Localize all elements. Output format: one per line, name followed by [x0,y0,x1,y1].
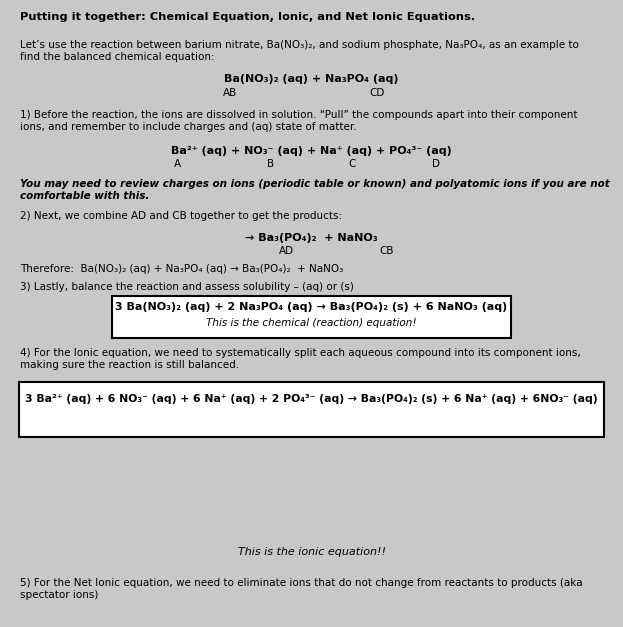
Text: 4) For the Ionic equation, we need to systematically split each aqueous compound: 4) For the Ionic equation, we need to sy… [20,348,581,369]
Text: D: D [432,159,440,169]
Text: Putting it together: Chemical Equation, Ionic, and Net Ionic Equations.: Putting it together: Chemical Equation, … [20,12,475,22]
Text: Therefore:  Ba(NO₃)₂ (aq) + Na₃PO₄ (aq) → Ba₃(PO₄)₂  + NaNO₃: Therefore: Ba(NO₃)₂ (aq) + Na₃PO₄ (aq) →… [20,264,343,274]
Text: 3 Ba(NO₃)₂ (aq) + 2 Na₃PO₄ (aq) → Ba₃(PO₄)₂ (s) + 6 NaNO₃ (aq): 3 Ba(NO₃)₂ (aq) + 2 Na₃PO₄ (aq) → Ba₃(PO… [115,302,508,312]
Text: Ba²⁺ (aq) + NO₃⁻ (aq) + Na⁺ (aq) + PO₄³⁻ (aq): Ba²⁺ (aq) + NO₃⁻ (aq) + Na⁺ (aq) + PO₄³⁻… [171,146,452,156]
Text: AB: AB [224,88,237,98]
Text: You may need to review charges on ions (periodic table or known) and polyatomic : You may need to review charges on ions (… [20,179,610,201]
Bar [112,296,511,338]
Text: C: C [348,159,356,169]
Text: → Ba₃(PO₄)₂  + NaNO₃: → Ba₃(PO₄)₂ + NaNO₃ [245,233,378,243]
Text: 5) For the Net Ionic equation, we need to eliminate ions that do not change from: 5) For the Net Ionic equation, we need t… [20,578,583,600]
Text: 3 Ba²⁺ (aq) + 6 NO₃⁻ (aq) + 6 Na⁺ (aq) + 2 PO₄³⁻ (aq) → Ba₃(PO₄)₂ (s) + 6 Na⁺ (a: 3 Ba²⁺ (aq) + 6 NO₃⁻ (aq) + 6 Na⁺ (aq) +… [25,394,598,404]
Text: CD: CD [369,88,384,98]
Text: 1) Before the reaction, the ions are dissolved in solution. “Pull” the compounds: 1) Before the reaction, the ions are dis… [20,110,578,132]
Text: AD: AD [279,246,294,256]
Text: 3) Lastly, balance the reaction and assess solubility – (aq) or (s): 3) Lastly, balance the reaction and asse… [20,282,354,292]
Text: B: B [267,159,275,169]
Text: Let’s use the reaction between barium nitrate, Ba(NO₃)₂, and sodium phosphate, N: Let’s use the reaction between barium ni… [20,40,579,61]
Text: CB: CB [379,246,394,256]
Text: A: A [174,159,181,169]
Text: Ba(NO₃)₂ (aq) + Na₃PO₄ (aq): Ba(NO₃)₂ (aq) + Na₃PO₄ (aq) [224,74,399,84]
Text: 2) Next, we combine AD and CB together to get the products:: 2) Next, we combine AD and CB together t… [20,211,342,221]
Text: This is the chemical (reaction) equation!: This is the chemical (reaction) equation… [206,318,417,328]
Text: This is the ionic equation!!: This is the ionic equation!! [237,547,386,557]
Bar [19,382,604,437]
